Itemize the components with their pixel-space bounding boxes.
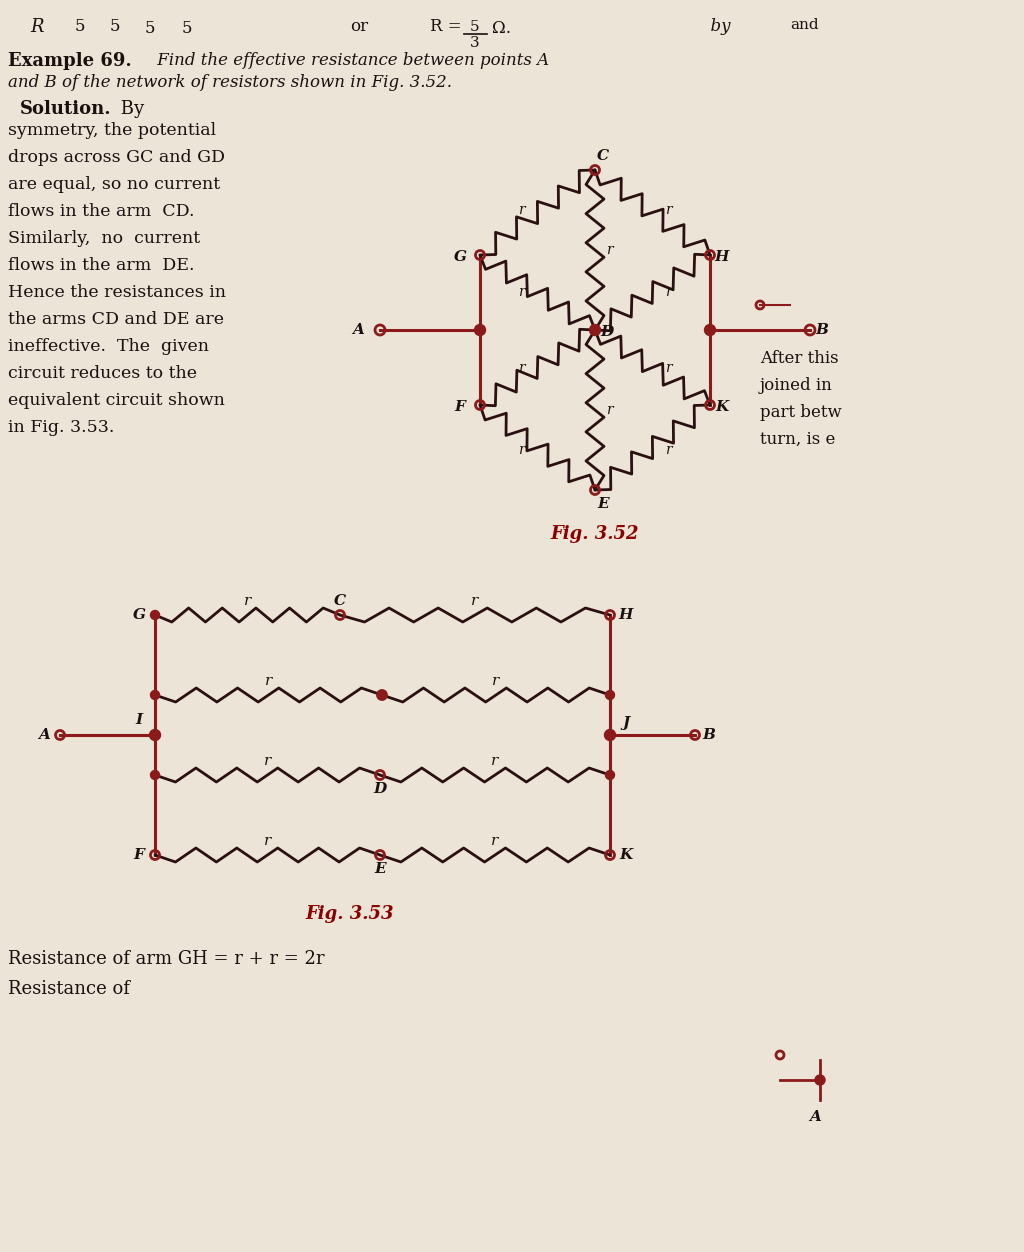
Circle shape [604,730,615,740]
Circle shape [474,324,485,336]
Text: 5: 5 [110,18,121,35]
Text: and B of the network of resistors shown in Fig. 3.52.: and B of the network of resistors shown … [8,74,452,91]
Text: Example 69.: Example 69. [8,53,132,70]
Text: Resistance of: Resistance of [8,980,130,998]
Text: are equal, so no current: are equal, so no current [8,177,220,193]
Text: Similarly,  no  current: Similarly, no current [8,230,200,247]
Text: E: E [374,861,386,876]
Text: Find the effective resistance between points A: Find the effective resistance between po… [152,53,549,69]
Circle shape [705,324,716,336]
Text: Fig. 3.52: Fig. 3.52 [551,525,639,543]
Text: flows in the arm  DE.: flows in the arm DE. [8,257,195,274]
Text: r: r [244,593,251,608]
Text: by: by [700,18,730,35]
Text: G: G [132,608,145,622]
Text: B: B [815,323,828,337]
Text: R =: R = [430,18,462,35]
Text: R: R [30,18,43,36]
Text: or: or [350,18,368,35]
Text: r: r [518,361,525,374]
Circle shape [151,770,160,780]
Text: F: F [455,399,466,414]
Text: r: r [493,674,500,689]
Text: drops across GC and GD: drops across GC and GD [8,149,225,167]
Text: F: F [133,848,144,861]
Text: H: H [715,250,729,264]
Circle shape [605,691,614,700]
Text: Solution.: Solution. [20,100,112,118]
Text: part betw: part betw [760,404,842,421]
Text: circuit reduces to the: circuit reduces to the [8,366,197,382]
Text: in Fig. 3.53.: in Fig. 3.53. [8,419,115,436]
Text: 3: 3 [470,36,480,50]
Text: joined in: joined in [760,377,833,394]
Text: 5: 5 [145,20,156,38]
Circle shape [151,611,160,620]
Text: r: r [492,834,499,848]
Text: A: A [809,1111,821,1124]
Text: r: r [605,403,612,417]
Text: Fig. 3.53: Fig. 3.53 [306,905,394,923]
Text: G: G [454,250,467,264]
Text: r: r [666,285,672,299]
Text: r: r [265,674,272,689]
Text: D: D [374,782,387,796]
Text: symmetry, the potential: symmetry, the potential [8,121,216,139]
Text: r: r [666,204,672,218]
Text: K: K [620,848,633,861]
Text: After this: After this [760,351,839,367]
Text: r: r [518,204,525,218]
Text: the arms CD and DE are: the arms CD and DE are [8,310,224,328]
Text: r: r [264,834,271,848]
Text: r: r [518,442,525,457]
Text: r: r [605,243,612,257]
Text: 5: 5 [75,18,85,35]
Text: C: C [334,593,346,608]
Text: D: D [600,326,613,339]
Circle shape [151,691,160,700]
Text: equivalent circuit shown: equivalent circuit shown [8,392,225,409]
Text: r: r [666,361,672,374]
Text: Hence the resistances in: Hence the resistances in [8,284,226,300]
Text: I: I [135,712,142,727]
Text: and: and [790,18,818,33]
Circle shape [815,1075,825,1085]
Text: C: C [597,149,609,163]
Text: H: H [618,608,633,622]
Text: Resistance of arm GH = r + r = 2r: Resistance of arm GH = r + r = 2r [8,950,325,968]
Circle shape [590,324,600,336]
Text: A: A [352,323,364,337]
Circle shape [150,730,161,740]
Text: J: J [623,716,630,730]
Text: r: r [492,754,499,767]
Text: r: r [471,593,478,608]
Text: B: B [702,727,716,742]
Text: By: By [115,100,144,118]
Text: r: r [666,442,672,457]
Text: Ω.: Ω. [492,20,511,38]
Text: 5: 5 [182,20,193,38]
Text: r: r [518,285,525,299]
Text: E: E [597,497,609,511]
Circle shape [378,691,386,700]
Text: ineffective.  The  given: ineffective. The given [8,338,209,356]
Text: r: r [264,754,271,767]
Text: K: K [716,399,729,414]
Text: flows in the arm  CD.: flows in the arm CD. [8,203,195,220]
Text: A: A [38,727,50,742]
Circle shape [605,770,614,780]
Text: 5: 5 [470,20,480,34]
Text: turn, is e: turn, is e [760,431,836,448]
